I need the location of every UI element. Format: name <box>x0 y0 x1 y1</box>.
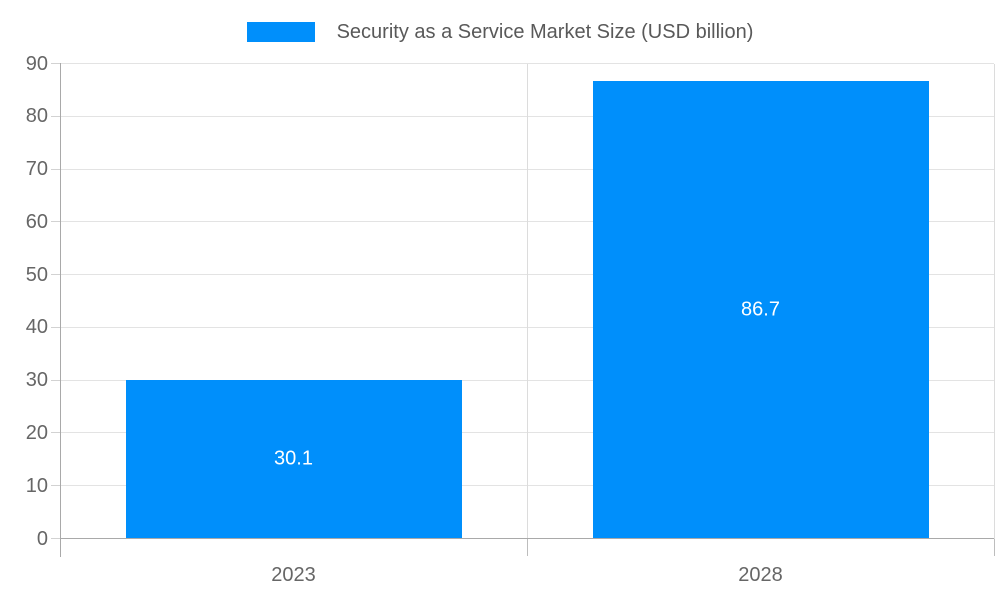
bar-value-label: 30.1 <box>274 447 313 470</box>
y-axis-tick <box>51 63 60 64</box>
x-axis-line <box>60 538 994 539</box>
y-axis-label: 10 <box>25 474 48 497</box>
y-axis-label: 20 <box>25 421 48 444</box>
y-axis-tick <box>51 485 60 487</box>
bar-2028[interactable] <box>593 80 929 539</box>
y-axis-tick <box>51 379 60 381</box>
legend: Security as a Service Market Size (USD b… <box>0 20 1000 44</box>
x-axis-tick <box>993 538 995 556</box>
x-axis-tick <box>526 538 528 556</box>
y-axis-label: 60 <box>25 210 48 233</box>
y-axis-label: 80 <box>25 105 48 128</box>
legend-label[interactable]: Security as a Service Market Size (USD b… <box>336 20 754 43</box>
y-axis-label: 70 <box>25 158 48 181</box>
y-axis-tick <box>51 538 60 539</box>
y-axis-label: 40 <box>25 316 48 339</box>
y-axis-tick <box>51 115 60 117</box>
x-axis-label: 2028 <box>738 563 783 586</box>
bar-2023[interactable] <box>126 379 462 539</box>
plot-right-border <box>993 63 995 539</box>
y-axis-tick <box>51 432 60 434</box>
x-axis-label: 2023 <box>271 563 316 586</box>
y-axis-tick <box>51 274 60 276</box>
y-axis-label: 0 <box>36 527 48 550</box>
legend-swatch-icon[interactable] <box>246 22 315 42</box>
bar-value-label: 86.7 <box>741 298 780 321</box>
y-axis-line <box>59 62 61 557</box>
y-axis-label: 30 <box>25 369 48 392</box>
category-divider <box>526 63 528 539</box>
y-axis-label: 50 <box>25 263 48 286</box>
y-axis-label: 90 <box>25 52 48 75</box>
y-axis-tick <box>51 221 60 223</box>
y-axis-tick <box>51 168 60 170</box>
y-axis-tick <box>51 326 60 328</box>
